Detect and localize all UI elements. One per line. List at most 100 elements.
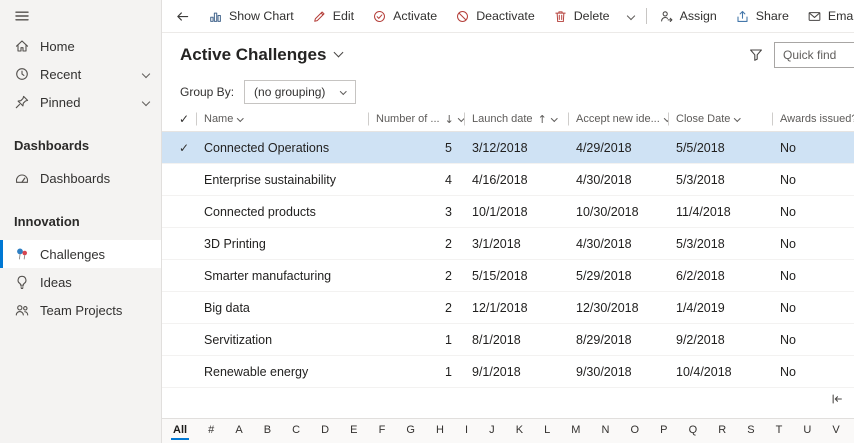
alpha-filter[interactable]: U [803,424,812,436]
email-link-button[interactable]: Email a Link [798,3,854,29]
hamburger-menu-button[interactable] [0,0,161,32]
alpha-filter[interactable]: V [832,424,840,436]
alpha-filter[interactable]: L [544,424,551,436]
alpha-filter[interactable]: F [378,424,386,436]
sidebar-item-label: Recent [40,66,82,82]
alpha-filter[interactable]: H [435,424,444,436]
alpha-filter[interactable]: E [350,424,358,436]
chevron-down-icon [550,114,558,122]
alpha-filter[interactable]: N [601,424,610,436]
button-label: Assign [679,9,717,23]
sidebar-item-pinned[interactable]: Pinned [0,88,161,116]
alpha-filter[interactable]: R [718,424,727,436]
column-header-name[interactable]: Name [196,107,368,131]
command-bar-divider [645,8,647,24]
dashboards-icon [14,170,30,186]
row-checkbox[interactable]: ✓ [172,132,196,163]
trash-icon [553,9,568,24]
pin-icon [14,94,30,110]
alpha-filter[interactable]: P [660,424,668,436]
alpha-filter[interactable]: M [571,424,581,436]
table-row[interactable]: Renewable energy 1 9/1/2018 9/30/2018 10… [162,356,854,388]
row-checkbox[interactable] [172,196,196,227]
alpha-filter[interactable]: S [747,424,755,436]
column-label: Awards issued? [780,113,854,125]
column-header-close-date[interactable]: Close Date [668,107,772,131]
alpha-filter[interactable]: D [321,424,330,436]
cell-awards: No [780,236,796,251]
button-label: Edit [332,9,355,23]
deactivate-button[interactable]: Deactivate [446,3,544,29]
row-checkbox[interactable] [172,164,196,195]
activate-button[interactable]: Activate [363,3,446,29]
column-header-awards-issued[interactable]: Awards issued? [772,107,854,131]
sidebar-item-challenges[interactable]: Challenges [0,240,161,268]
cell-awards: No [780,364,796,379]
group-by-dropdown[interactable]: (no grouping) [244,80,356,104]
cell-awards: No [780,300,796,315]
assign-person-icon [659,9,674,24]
row-checkbox[interactable] [172,292,196,323]
sidebar-item-label: Challenges [40,246,106,262]
table-row[interactable]: Smarter manufacturing 2 5/15/2018 5/29/2… [162,260,854,292]
sidebar-item-home[interactable]: Home [0,32,161,60]
cell-number: 1 [445,364,452,379]
table-row[interactable]: 3D Printing 2 3/1/2018 4/30/2018 5/3/201… [162,228,854,260]
back-button[interactable] [166,3,199,29]
share-button[interactable]: Share [726,3,798,29]
button-label: Delete [573,9,610,23]
cell-name: Enterprise sustainability [204,172,337,187]
alpha-filter[interactable]: Q [688,424,698,436]
chevron-down-icon [340,87,347,95]
column-header-accept-new-ideas[interactable]: Accept new ide... [568,107,668,131]
table-row[interactable]: Servitization 1 8/1/2018 8/29/2018 9/2/2… [162,324,854,356]
row-checkbox[interactable] [172,324,196,355]
column-header-launch-date[interactable]: Launch date ↑ [464,107,568,131]
sidebar-item-dashboards[interactable]: Dashboards [0,164,161,192]
assign-button[interactable]: Assign [650,3,726,29]
table-row[interactable]: Connected products 3 10/1/2018 10/30/201… [162,196,854,228]
alpha-filter[interactable]: C [292,424,301,436]
alpha-filter[interactable]: O [630,424,640,436]
edit-button[interactable]: Edit [303,3,363,29]
delete-button[interactable]: Delete [544,3,619,29]
alpha-filter[interactable]: B [263,424,272,436]
table-row[interactable]: Enterprise sustainability 4 4/16/2018 4/… [162,164,854,196]
cell-close-date: 5/3/2018 [676,236,725,251]
chart-icon [208,9,223,24]
table-row[interactable]: Big data 2 12/1/2018 12/30/2018 1/4/2019… [162,292,854,324]
share-icon [735,9,750,24]
sidebar-item-recent[interactable]: Recent [0,60,161,88]
cell-launch-date: 3/12/2018 [472,140,528,155]
sidebar-item-ideas[interactable]: Ideas [0,268,161,296]
activate-icon [372,9,387,24]
cell-name: Connected products [204,204,316,219]
filter-icon[interactable] [748,47,764,63]
chevron-down-icon [237,114,244,122]
alpha-filter[interactable]: T [775,424,783,436]
alpha-filter[interactable]: K [515,424,524,436]
alpha-filter-all[interactable]: All [171,422,190,440]
alpha-filter[interactable]: I [465,424,469,436]
more-commands-button[interactable] [619,3,643,29]
row-checkbox[interactable] [172,356,196,387]
view-selector[interactable]: Active Challenges [180,45,344,65]
sidebar-item-team-projects[interactable]: Team Projects [0,296,161,324]
select-all-checkbox[interactable]: ✓ [172,107,196,131]
row-checkbox[interactable] [172,260,196,291]
row-checkbox[interactable] [172,228,196,259]
alpha-filter[interactable]: J [489,424,495,436]
alpha-filter[interactable]: # [208,424,215,436]
column-header-number-of[interactable]: Number of ... ↓ [368,107,464,131]
cell-accept-date: 4/29/2018 [576,140,632,155]
cell-number: 2 [445,236,452,251]
clock-icon [14,66,30,82]
button-label: Activate [393,9,438,23]
pencil-icon [312,9,327,24]
alpha-filter[interactable]: A [235,424,243,436]
show-chart-button[interactable]: Show Chart [199,3,303,29]
table-row[interactable]: ✓ Connected Operations 5 3/12/2018 4/29/… [162,132,854,164]
quick-find-input[interactable] [774,42,854,68]
first-page-icon[interactable] [830,392,844,406]
alpha-filter[interactable]: G [406,424,415,436]
